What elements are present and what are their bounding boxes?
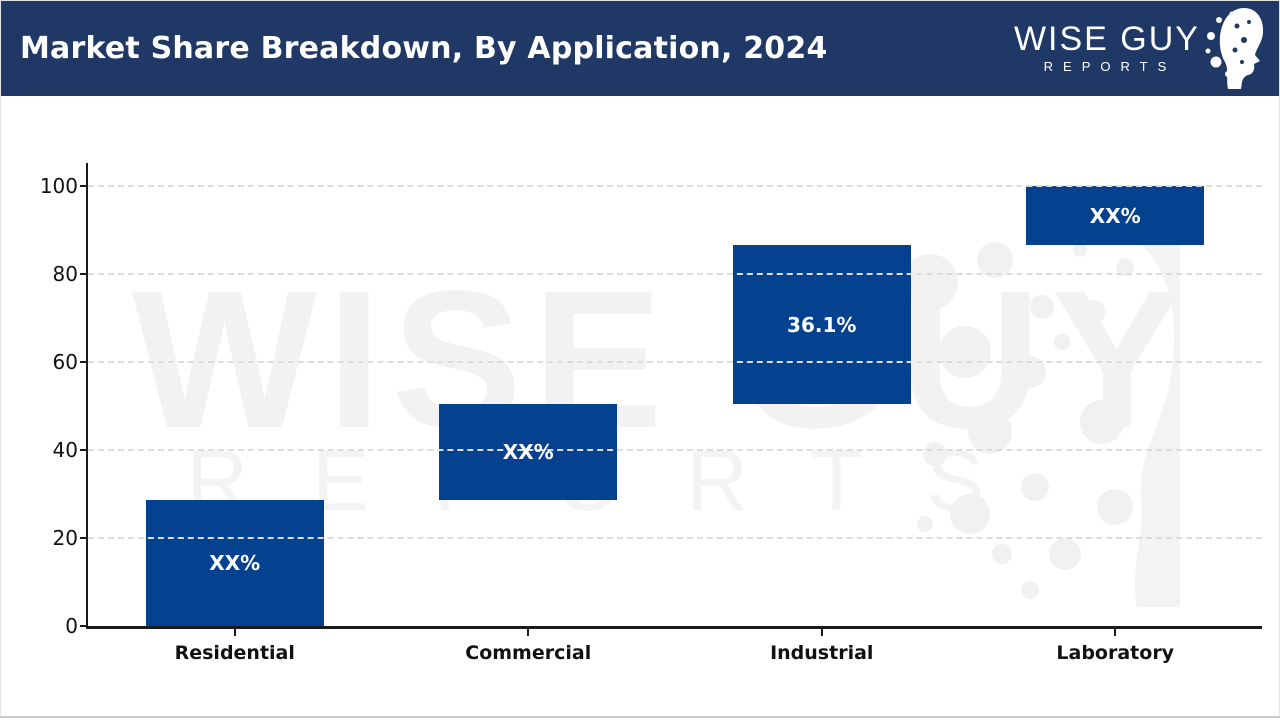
y-axis-tick-label: 60 xyxy=(52,350,78,374)
gridline-60 xyxy=(88,361,1262,363)
page-title: Market Share Breakdown, By Application, … xyxy=(20,30,828,66)
y-tick-40 xyxy=(80,449,88,451)
x-axis-line xyxy=(86,626,1262,629)
x-axis-label: Residential xyxy=(174,642,295,664)
y-axis-tick-label: 0 xyxy=(65,614,78,638)
bar-commercial xyxy=(439,404,618,501)
bar-value-label: XX% xyxy=(502,440,554,465)
bar-value-label: 36.1% xyxy=(787,312,857,337)
bar-value-label: XX% xyxy=(1089,203,1141,228)
brand-tagline: REPORTS xyxy=(1043,59,1177,75)
bar-laboratory xyxy=(1026,186,1205,246)
gridline-40 xyxy=(88,449,1262,451)
bar-industrial xyxy=(732,245,911,405)
y-tick-80 xyxy=(80,273,88,275)
y-axis-tick-label: 100 xyxy=(39,174,78,198)
y-tick-20 xyxy=(80,537,88,539)
bar-residential xyxy=(145,500,324,626)
face-watermark xyxy=(902,240,1180,607)
y-axis-tick-label: 20 xyxy=(52,526,78,550)
x-tick-1 xyxy=(527,627,530,636)
y-axis-tick-label: 80 xyxy=(52,262,78,286)
gridline-100 xyxy=(88,185,1262,187)
y-axis-line xyxy=(86,163,88,629)
y-axis-tick-label: 40 xyxy=(52,438,78,462)
y-tick-0 xyxy=(80,625,88,627)
x-axis-label: Laboratory xyxy=(1056,642,1175,664)
brand-logo: WISE GUY REPORTS xyxy=(1014,6,1280,90)
y-tick-100 xyxy=(80,185,88,187)
brand-name: WISE GUY xyxy=(1013,19,1200,58)
x-tick-2 xyxy=(820,627,823,636)
gridline-80 xyxy=(88,273,1262,275)
x-axis-label: Industrial xyxy=(770,642,874,664)
x-tick-3 xyxy=(1114,627,1117,636)
x-tick-0 xyxy=(233,627,236,636)
header-bar: Market Share Breakdown, By Application, … xyxy=(0,0,1280,96)
face-logo-icon xyxy=(1205,8,1264,89)
x-axis-label: Commercial xyxy=(465,642,592,664)
bar-value-label: XX% xyxy=(209,551,261,576)
y-tick-60 xyxy=(80,361,88,363)
chart-area: WISE GUY REPORTS 020406080100XX%Resident… xyxy=(0,96,1280,720)
brand-text: WISE GUY REPORTS xyxy=(1013,19,1200,75)
gridline-20 xyxy=(88,537,1262,539)
